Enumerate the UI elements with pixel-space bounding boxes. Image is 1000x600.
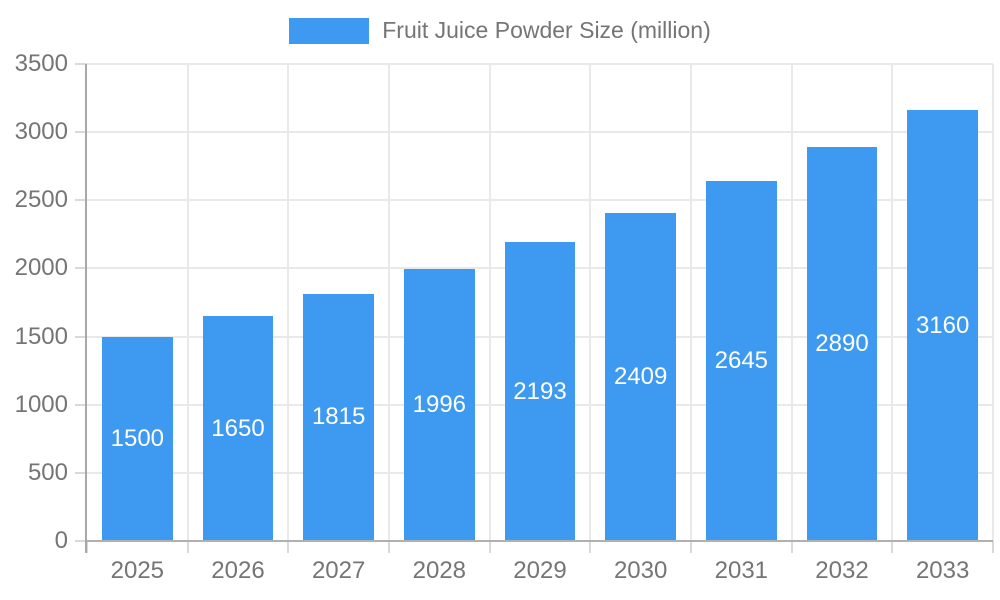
- y-tick-2000: [75, 267, 87, 270]
- bar-value-label: 2645: [714, 346, 769, 374]
- y-tick-1000: [75, 403, 87, 406]
- gridline-h-3500: [87, 63, 993, 65]
- bar-2027: [303, 293, 374, 541]
- x-axis-label-2026: 2026: [211, 557, 265, 584]
- gridline-v: [388, 64, 390, 541]
- gridline-v: [186, 64, 189, 541]
- bar-value-label: 1996: [412, 390, 467, 418]
- x-axis-label-2031: 2031: [714, 557, 769, 584]
- y-tick-500: [75, 471, 87, 474]
- x-axis-label-2030: 2030: [613, 557, 668, 584]
- y-axis-label: 2000: [14, 254, 68, 282]
- x-tick: [690, 541, 692, 553]
- bar-2029: [504, 242, 576, 541]
- gridline-v: [488, 64, 491, 541]
- x-axis-label-2032: 2032: [815, 557, 869, 584]
- bar-2030: [605, 212, 676, 541]
- x-tick: [891, 541, 894, 553]
- x-axis-label-2028: 2028: [412, 557, 467, 584]
- x-axis-label-2033: 2033: [915, 557, 970, 584]
- x-tick: [992, 541, 994, 553]
- y-axis-label: 0: [54, 527, 68, 554]
- x-axis-label-2025: 2025: [110, 557, 165, 584]
- gridline-v: [891, 64, 894, 541]
- y-tick-1500: [75, 335, 87, 338]
- y-tick-3500: [75, 63, 87, 65]
- gridline-v: [790, 64, 793, 541]
- y-axis-label: 500: [27, 458, 68, 486]
- x-tick: [790, 541, 793, 553]
- y-axis-label: 3500: [14, 50, 68, 77]
- x-tick: [86, 541, 88, 553]
- bar-2028: [404, 268, 475, 541]
- y-axis-label: 3000: [14, 118, 68, 146]
- bar-value-label: 2890: [815, 330, 869, 358]
- y-axis-line: [85, 64, 87, 553]
- y-tick-3000: [75, 131, 87, 134]
- x-tick: [589, 541, 592, 553]
- x-axis-label-2027: 2027: [311, 557, 366, 584]
- x-axis-label-2029: 2029: [513, 557, 567, 584]
- bar-2026: [202, 316, 274, 541]
- bar-2032: [806, 147, 878, 541]
- bar-value-label: 3160: [915, 311, 970, 339]
- bar-value-label: 2193: [513, 377, 567, 405]
- y-axis-label: 1500: [14, 322, 68, 350]
- bar-value-label: 1650: [211, 414, 265, 442]
- gridline-v: [690, 64, 692, 541]
- x-tick: [287, 541, 290, 553]
- y-tick-0: [75, 540, 87, 542]
- y-axis-label: 2500: [14, 186, 68, 214]
- bar-2031: [706, 180, 777, 541]
- legend-swatch: [289, 17, 370, 44]
- x-axis-line: [87, 540, 993, 542]
- legend-label: Fruit Juice Powder Size (million): [382, 17, 711, 43]
- y-tick-2500: [75, 199, 87, 202]
- bar-value-label: 2409: [613, 362, 668, 390]
- legend[interactable]: Fruit Juice Powder Size (million): [0, 17, 1000, 44]
- bar-value-label: 1500: [110, 424, 165, 452]
- gridline-v: [992, 64, 994, 541]
- x-tick: [388, 541, 390, 553]
- bar-value-label: 1815: [311, 403, 366, 431]
- y-axis-label: 1000: [14, 390, 68, 418]
- gridline-v: [589, 64, 592, 541]
- gridline-v: [287, 64, 290, 541]
- gridline-h-3000: [87, 131, 993, 134]
- x-tick: [488, 541, 491, 553]
- x-tick: [186, 541, 189, 553]
- bar-2033: [907, 110, 978, 541]
- gridline-h-2500: [87, 199, 993, 202]
- bar-2025: [102, 336, 173, 541]
